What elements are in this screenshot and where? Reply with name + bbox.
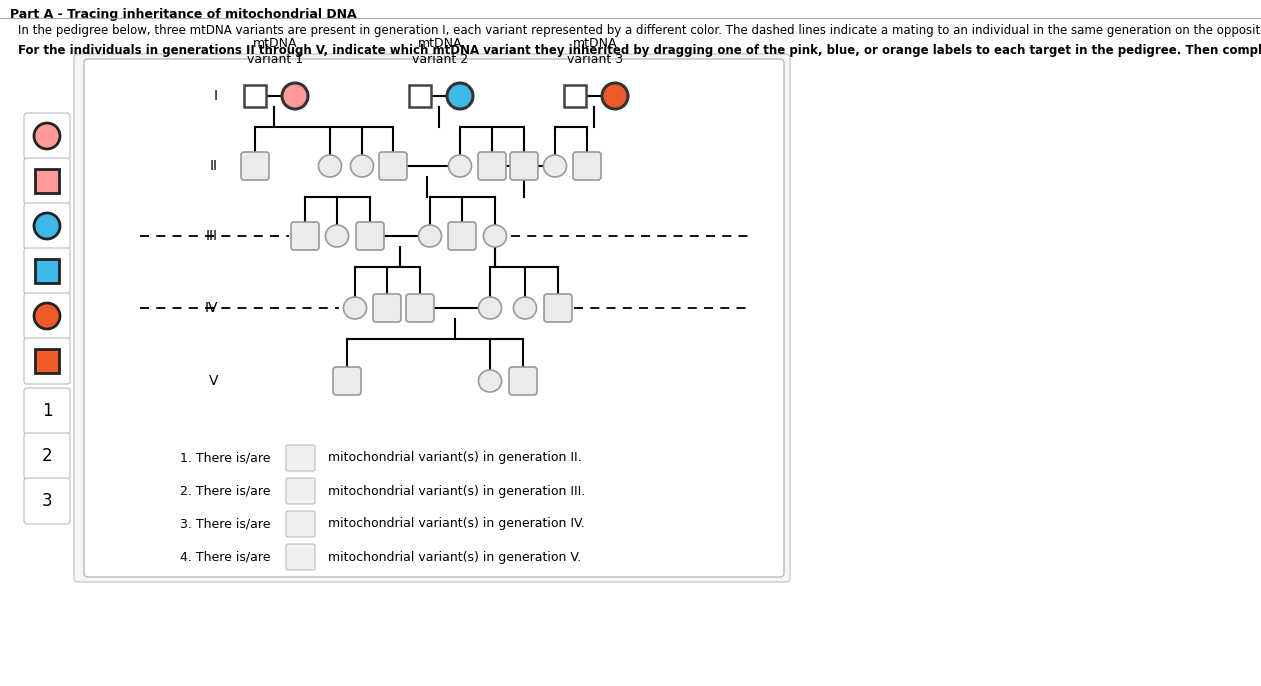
Bar <box>35 169 59 193</box>
Ellipse shape <box>478 297 502 319</box>
Text: 1. There is/are: 1. There is/are <box>180 451 271 464</box>
Bar <box>35 259 59 283</box>
FancyBboxPatch shape <box>74 54 789 582</box>
FancyBboxPatch shape <box>291 222 319 250</box>
FancyBboxPatch shape <box>24 248 71 294</box>
Text: 4. There is/are: 4. There is/are <box>180 550 271 563</box>
FancyBboxPatch shape <box>286 478 315 504</box>
Ellipse shape <box>351 155 373 177</box>
Circle shape <box>446 83 473 109</box>
FancyBboxPatch shape <box>286 544 315 570</box>
FancyBboxPatch shape <box>24 478 71 524</box>
Text: 2. There is/are: 2. There is/are <box>180 484 271 497</box>
FancyBboxPatch shape <box>84 59 784 577</box>
Ellipse shape <box>483 225 507 247</box>
Text: I: I <box>214 89 218 103</box>
Circle shape <box>601 83 628 109</box>
FancyBboxPatch shape <box>24 158 71 204</box>
Text: 3. There is/are: 3. There is/are <box>180 517 271 530</box>
Ellipse shape <box>325 225 348 247</box>
Text: V: V <box>208 374 218 388</box>
FancyBboxPatch shape <box>24 338 71 384</box>
FancyBboxPatch shape <box>373 294 401 322</box>
Text: mtDNA
variant 2: mtDNA variant 2 <box>412 37 468 66</box>
Text: 3: 3 <box>42 492 52 510</box>
Ellipse shape <box>419 225 441 247</box>
Text: mitochondrial variant(s) in generation V.: mitochondrial variant(s) in generation V… <box>328 550 581 563</box>
Text: mitochondrial variant(s) in generation II.: mitochondrial variant(s) in generation I… <box>328 451 581 464</box>
FancyBboxPatch shape <box>24 113 71 159</box>
Bar <box>35 349 59 373</box>
FancyBboxPatch shape <box>380 152 407 180</box>
Text: II: II <box>211 159 218 173</box>
FancyBboxPatch shape <box>448 222 475 250</box>
FancyBboxPatch shape <box>406 294 434 322</box>
Text: In the pedigree below, three mtDNA variants are present in generation I, each va: In the pedigree below, three mtDNA varia… <box>18 24 1261 37</box>
FancyBboxPatch shape <box>286 511 315 537</box>
Circle shape <box>282 83 308 109</box>
FancyBboxPatch shape <box>356 222 385 250</box>
Ellipse shape <box>449 155 472 177</box>
Text: For the individuals in generations II through V, indicate which mtDNA variant th: For the individuals in generations II th… <box>18 44 1261 57</box>
Ellipse shape <box>478 370 502 392</box>
Bar <box>564 85 586 107</box>
FancyBboxPatch shape <box>241 152 269 180</box>
FancyBboxPatch shape <box>509 152 538 180</box>
Text: Part A - Tracing inheritance of mitochondrial DNA: Part A - Tracing inheritance of mitochon… <box>10 8 357 21</box>
Text: mtDNA
variant 1: mtDNA variant 1 <box>247 37 303 66</box>
FancyBboxPatch shape <box>543 294 572 322</box>
FancyBboxPatch shape <box>509 367 537 395</box>
Ellipse shape <box>319 155 342 177</box>
FancyBboxPatch shape <box>24 388 71 434</box>
Ellipse shape <box>513 297 536 319</box>
Circle shape <box>34 213 61 239</box>
Text: mitochondrial variant(s) in generation IV.: mitochondrial variant(s) in generation I… <box>328 517 585 530</box>
Ellipse shape <box>343 297 367 319</box>
Circle shape <box>34 123 61 149</box>
FancyBboxPatch shape <box>286 445 315 471</box>
Circle shape <box>34 303 61 329</box>
Text: III: III <box>206 229 218 243</box>
Text: mitochondrial variant(s) in generation III.: mitochondrial variant(s) in generation I… <box>328 484 585 497</box>
Text: 1: 1 <box>42 402 52 420</box>
Ellipse shape <box>543 155 566 177</box>
Text: mtDNA
variant 3: mtDNA variant 3 <box>567 37 623 66</box>
FancyBboxPatch shape <box>24 433 71 479</box>
FancyBboxPatch shape <box>333 367 361 395</box>
FancyBboxPatch shape <box>478 152 506 180</box>
FancyBboxPatch shape <box>572 152 601 180</box>
Text: 2: 2 <box>42 447 52 465</box>
Bar <box>409 85 431 107</box>
Text: IV: IV <box>204 301 218 315</box>
FancyBboxPatch shape <box>24 203 71 249</box>
Bar <box>243 85 266 107</box>
FancyBboxPatch shape <box>24 293 71 339</box>
